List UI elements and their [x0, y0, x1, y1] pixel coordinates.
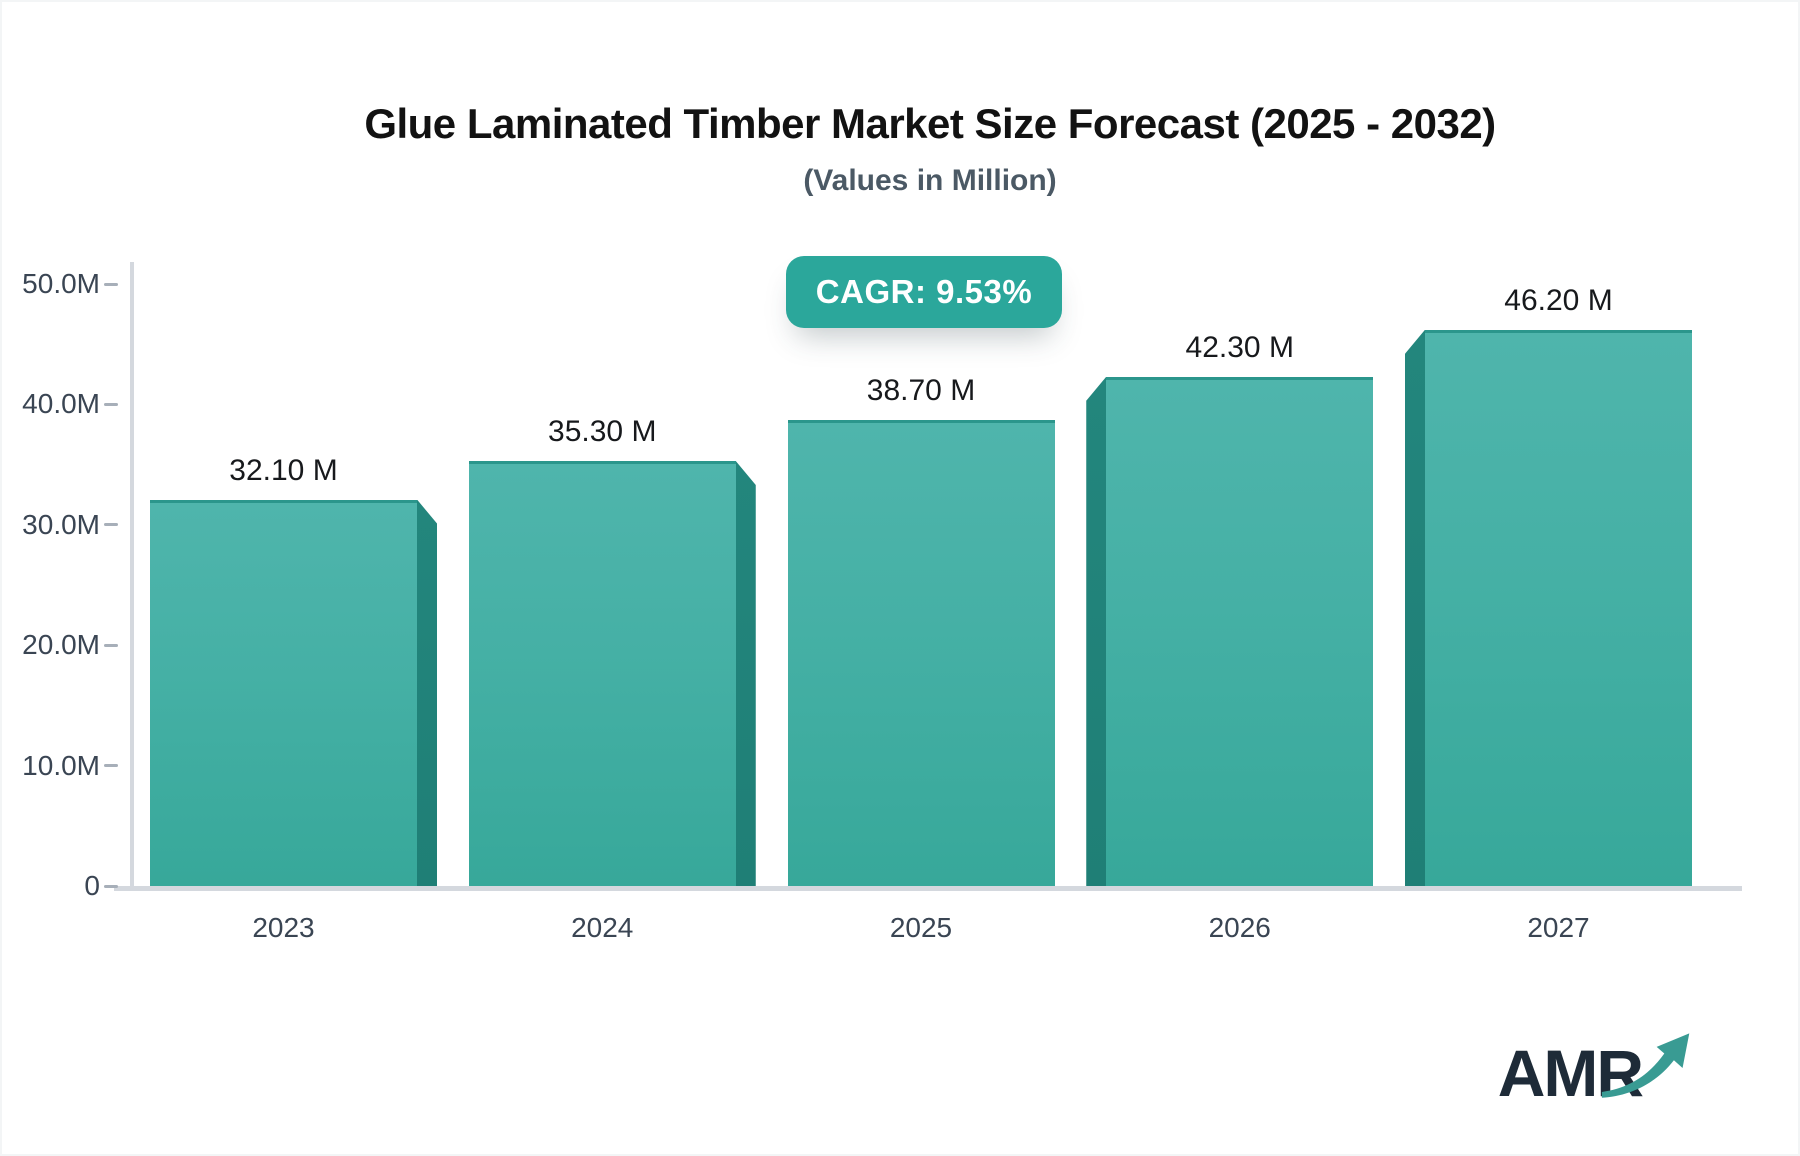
- y-axis-line: [130, 262, 134, 886]
- bar-3d-edge: [417, 499, 437, 886]
- plot-area: 32.10 M 2023 35.30 M 2024 38.70 M 2025 42.30 M…: [104, 262, 1742, 943]
- chart-subtitle: (Values in Million): [803, 164, 1057, 198]
- y-axis-label: 10.0M: [22, 749, 100, 781]
- y-axis-tick: [104, 402, 118, 406]
- y-axis-tick: [104, 523, 118, 527]
- cagr-badge: CAGR: 9.53%: [786, 256, 1062, 328]
- bar-3d-edge: [1405, 329, 1425, 886]
- bar-group-2024: 35.30 M 2024: [468, 284, 756, 943]
- growth-arrow-icon: [1601, 1033, 1690, 1098]
- x-axis-label: 2026: [1208, 912, 1271, 943]
- bar-group-2027: 46.20 M 2027: [1405, 283, 1692, 943]
- x-axis-label: 2023: [252, 912, 315, 943]
- bar-value-label: 46.20 M: [1504, 283, 1613, 317]
- bar-value-label: 42.30 M: [1185, 330, 1294, 364]
- x-axis-label: 2027: [1527, 912, 1590, 943]
- x-axis-label: 2024: [571, 912, 634, 943]
- y-axis-label: 20.0M: [22, 629, 100, 661]
- bar-value-label: 32.10 M: [229, 453, 338, 487]
- bar-group-2023: 32.10 M 2023: [150, 284, 437, 943]
- y-axis-label: 40.0M: [22, 388, 100, 420]
- bar-value-label: 38.70 M: [866, 374, 976, 408]
- bar-2024: [468, 461, 736, 886]
- bar-group-2026: 42.30 M 2026: [1086, 284, 1374, 943]
- y-axis-label: 50.0M: [22, 268, 100, 299]
- x-axis-label: 2025: [889, 912, 953, 943]
- bar-value-label: 35.30 M: [548, 415, 657, 448]
- y-axis-tick: [104, 764, 118, 768]
- amr-logo: AMR: [1498, 1028, 1696, 1106]
- bar-group-2025: 38.70 M 2025: [787, 284, 1055, 943]
- cagr-badge-label: CAGR: 9.53%: [815, 273, 1033, 310]
- y-axis-tick: [104, 282, 118, 286]
- y-axis-tick: [104, 884, 118, 888]
- y-axis: 0 10.0M 20.0M 30.0M 40.0M 50.0M: [0, 268, 100, 901]
- bar-2023: [150, 499, 417, 886]
- x-axis-line: [114, 886, 1742, 891]
- bar-2025: [787, 420, 1055, 886]
- y-axis-label: 0: [84, 870, 100, 901]
- bar-2026: [1106, 376, 1374, 886]
- bar-2027: [1425, 329, 1692, 886]
- bar-3d-edge: [735, 461, 756, 886]
- page-title: Glue Laminated Timber Market Size Foreca…: [364, 100, 1496, 147]
- bar-3d-edge: [1086, 376, 1107, 886]
- chart-header: Glue Laminated Timber Market Size Foreca…: [130, 100, 1730, 198]
- y-axis-label: 30.0M: [22, 508, 100, 540]
- y-axis-tick: [104, 643, 118, 647]
